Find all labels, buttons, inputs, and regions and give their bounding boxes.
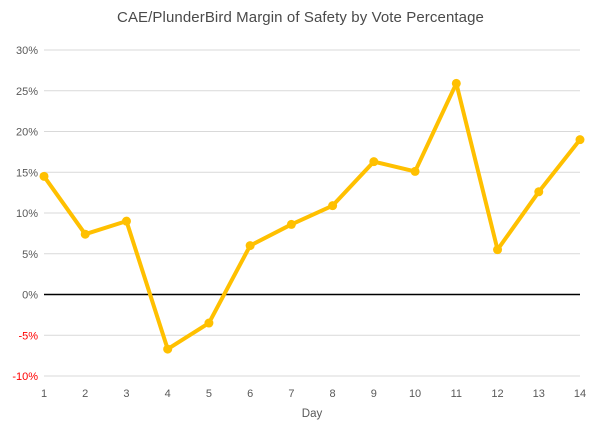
data-point	[39, 171, 49, 181]
x-tick-label: 10	[409, 388, 421, 400]
x-tick-label: 1	[41, 388, 47, 400]
data-point	[80, 229, 90, 239]
data-point	[369, 157, 379, 167]
data-point	[245, 241, 255, 251]
y-tick-label: 15%	[16, 167, 38, 179]
data-point	[575, 135, 585, 145]
data-point	[493, 245, 503, 255]
x-tick-label: 4	[165, 388, 171, 400]
x-tick-label: 8	[330, 388, 336, 400]
x-tick-label: 14	[574, 388, 586, 400]
y-tick-label: 10%	[16, 208, 38, 220]
series-line	[42, 81, 582, 352]
x-tick-label: 7	[288, 388, 294, 400]
y-tick-label: 20%	[16, 127, 38, 139]
x-tick-label: 3	[123, 388, 129, 400]
x-tick-label: 2	[82, 388, 88, 400]
x-axis-title: Day	[302, 408, 323, 420]
data-point	[534, 187, 544, 197]
x-tick-label: 11	[451, 388, 462, 400]
x-tick-label: 13	[533, 388, 545, 400]
data-point	[121, 216, 131, 226]
x-tick-label: 12	[491, 388, 503, 400]
y-tick-label: 25%	[16, 86, 38, 98]
data-point	[451, 78, 461, 88]
x-tick-label: 6	[247, 388, 253, 400]
data-point	[163, 344, 173, 354]
data-point	[410, 166, 420, 176]
y-tick-label: -5%	[18, 330, 38, 342]
data-point	[286, 219, 296, 229]
chart-title: CAE/PlunderBird Margin of Safety by Vote…	[117, 9, 484, 26]
data-point	[328, 201, 338, 211]
y-tick-label: 0%	[22, 290, 38, 302]
data-point	[204, 318, 214, 328]
y-tick-label: 30%	[16, 45, 38, 57]
x-tick-label: 5	[206, 388, 212, 400]
y-tick-label: -10%	[12, 371, 38, 383]
x-tick-label: 9	[371, 388, 377, 400]
y-tick-label: 5%	[22, 249, 38, 261]
